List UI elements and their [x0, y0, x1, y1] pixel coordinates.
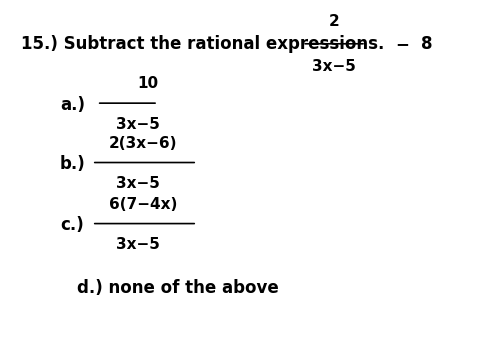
Text: 10: 10 — [138, 76, 159, 91]
Text: 3x−5: 3x−5 — [117, 117, 160, 132]
Text: 6(7−4x): 6(7−4x) — [109, 197, 178, 212]
Text: 8: 8 — [421, 35, 433, 53]
Text: 2(3x−6): 2(3x−6) — [109, 136, 178, 150]
Text: b.): b.) — [60, 155, 86, 173]
Text: c.): c.) — [60, 216, 84, 234]
Text: 3x−5: 3x−5 — [117, 237, 160, 252]
Text: 3x−5: 3x−5 — [117, 176, 160, 191]
Text: d.) none of the above: d.) none of the above — [77, 279, 279, 297]
Text: a.): a.) — [60, 96, 85, 114]
Text: 15.) Subtract the rational expressions.: 15.) Subtract the rational expressions. — [21, 35, 384, 53]
Text: −: − — [396, 35, 409, 53]
Text: 2: 2 — [329, 14, 339, 28]
Text: 3x−5: 3x−5 — [312, 59, 356, 74]
